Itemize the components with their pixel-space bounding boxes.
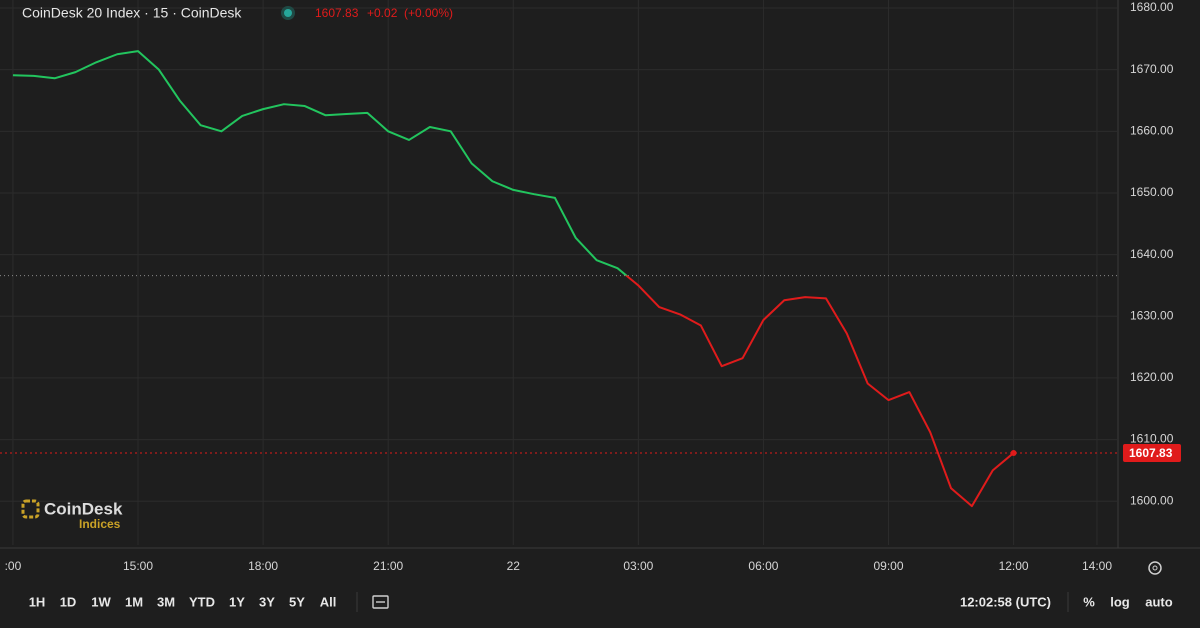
header-price: 1607.83	[315, 6, 359, 20]
range-button[interactable]: All	[320, 594, 337, 609]
x-tick-label: :00	[5, 559, 22, 573]
y-tick-label: 1620.00	[1130, 370, 1174, 384]
range-button[interactable]: 3M	[157, 594, 175, 609]
range-button[interactable]: YTD	[189, 594, 215, 609]
settings-icon[interactable]	[1148, 561, 1162, 575]
status-dot	[284, 9, 292, 17]
chart-title: CoinDesk 20 Index · 15 · CoinDesk	[22, 5, 242, 21]
x-tick-label: 03:00	[623, 559, 653, 573]
clock: 12:02:58 (UTC)	[960, 594, 1051, 609]
x-tick-label: 22	[507, 559, 521, 573]
x-tick-label: 12:00	[999, 559, 1029, 573]
scale-option[interactable]: %	[1083, 594, 1095, 609]
x-tick-label: 14:00	[1082, 559, 1112, 573]
range-button[interactable]: 3Y	[259, 594, 275, 609]
last-point	[1010, 449, 1017, 456]
x-tick-label: 15:00	[123, 559, 153, 573]
scale-option[interactable]: auto	[1145, 594, 1173, 609]
logo-name: CoinDesk	[44, 499, 123, 518]
y-tick-label: 1600.00	[1130, 493, 1174, 507]
range-button[interactable]: 1W	[91, 594, 111, 609]
x-tick-label: 09:00	[873, 559, 903, 573]
logo: CoinDesk Indices	[21, 499, 123, 531]
range-button[interactable]: 1Y	[229, 594, 245, 609]
y-tick-label: 1640.00	[1130, 247, 1174, 261]
y-tick-label: 1670.00	[1130, 62, 1174, 76]
scale-option[interactable]: log	[1110, 594, 1130, 609]
y-tick-label: 1660.00	[1130, 123, 1174, 137]
settings-icon-core	[1152, 565, 1158, 571]
y-tick-label: 1630.00	[1130, 308, 1174, 322]
range-button[interactable]: 5Y	[289, 594, 305, 609]
y-tick-label: 1650.00	[1130, 185, 1174, 199]
x-tick-label: 18:00	[248, 559, 278, 573]
range-button[interactable]: 1D	[60, 594, 77, 609]
logo-sub: Indices	[79, 517, 121, 531]
x-tick-label: 06:00	[748, 559, 778, 573]
last-price-tag	[1123, 443, 1181, 462]
header-change-pct: (+0.00%)	[404, 6, 453, 20]
settings-button[interactable]	[1148, 561, 1162, 575]
y-tick-label: 1610.00	[1130, 432, 1174, 446]
compare-icon[interactable]	[372, 595, 389, 609]
range-button[interactable]: 1M	[125, 594, 143, 609]
last-price-label: 1607.83	[1129, 446, 1173, 460]
x-tick-label: 21:00	[373, 559, 403, 573]
header-change: +0.02	[367, 6, 398, 20]
range-button[interactable]: 1H	[29, 594, 46, 609]
compare-button[interactable]	[372, 595, 389, 609]
price-line	[12, 50, 1015, 508]
logo-icon	[21, 499, 40, 519]
y-tick-label: 1680.00	[1130, 0, 1174, 14]
